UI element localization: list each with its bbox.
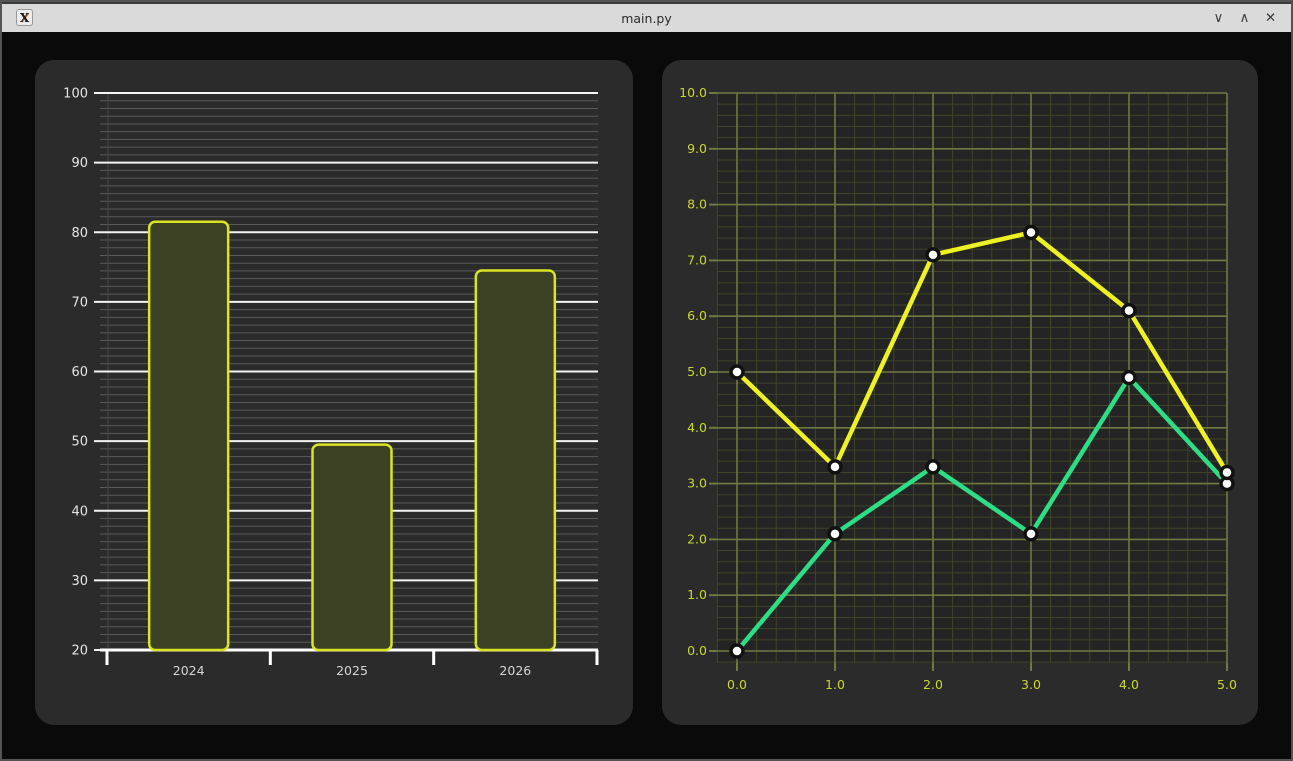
- svg-text:90: 90: [71, 156, 88, 171]
- svg-text:0.0: 0.0: [687, 643, 707, 658]
- svg-text:4.0: 4.0: [687, 420, 707, 435]
- line-chart: 0.0 1.0 2.0 3.0 4.0 5.0 0.0 1.0 2.0 3.0 4.0 5.0 6.0 7…: [679, 85, 1237, 692]
- line-chart-panel: 0.0 1.0 2.0 3.0 4.0 5.0 0.0 1.0 2.0 3.0 4.0 5.0 6.0 7…: [662, 60, 1258, 725]
- svg-text:10.0: 10.0: [679, 85, 707, 100]
- svg-text:50: 50: [71, 435, 88, 450]
- svg-text:70: 70: [71, 295, 88, 310]
- svg-text:2024: 2024: [173, 663, 205, 678]
- app-icon[interactable]: X: [16, 9, 33, 26]
- svg-text:80: 80: [71, 226, 88, 241]
- app-content: 20 30 40 50 60 70 80 90 100 2024 2025 2026 0.0 1.0 2.…: [2, 32, 1291, 759]
- svg-text:20: 20: [71, 644, 88, 659]
- svg-text:4.0: 4.0: [1119, 677, 1139, 692]
- svg-text:5.0: 5.0: [1217, 677, 1237, 692]
- window-controls: ∨ ∧ ✕: [1210, 4, 1279, 32]
- svg-text:40: 40: [71, 504, 88, 519]
- svg-text:3.0: 3.0: [1021, 677, 1041, 692]
- svg-text:2.0: 2.0: [687, 531, 707, 546]
- bar-chart: 20 30 40 50 60 70 80 90 100 2024 2025 2026: [63, 87, 599, 678]
- maximize-icon[interactable]: ∧: [1239, 10, 1250, 26]
- svg-text:2026: 2026: [499, 663, 531, 678]
- svg-text:1.0: 1.0: [825, 677, 845, 692]
- svg-text:9.0: 9.0: [687, 141, 707, 156]
- window-title: main.py: [621, 10, 672, 26]
- svg-text:2025: 2025: [336, 663, 368, 678]
- svg-text:30: 30: [71, 574, 88, 589]
- minimize-icon[interactable]: ∨: [1213, 10, 1224, 26]
- svg-text:6.0: 6.0: [687, 308, 707, 323]
- svg-text:7.0: 7.0: [687, 252, 707, 267]
- close-icon[interactable]: ✕: [1264, 10, 1277, 26]
- svg-text:100: 100: [63, 87, 88, 102]
- svg-text:60: 60: [71, 365, 88, 380]
- svg-text:2.0: 2.0: [923, 677, 943, 692]
- svg-text:5.0: 5.0: [687, 364, 707, 379]
- svg-text:1.0: 1.0: [687, 587, 707, 602]
- svg-text:3.0: 3.0: [687, 476, 707, 491]
- svg-text:8.0: 8.0: [687, 197, 707, 212]
- svg-text:0.0: 0.0: [727, 677, 747, 692]
- titlebar[interactable]: X main.py ∨ ∧ ✕: [2, 2, 1291, 32]
- x11-logo-icon: X: [19, 10, 30, 25]
- bar-chart-panel: 20 30 40 50 60 70 80 90 100 2024 2025 2026: [35, 60, 633, 725]
